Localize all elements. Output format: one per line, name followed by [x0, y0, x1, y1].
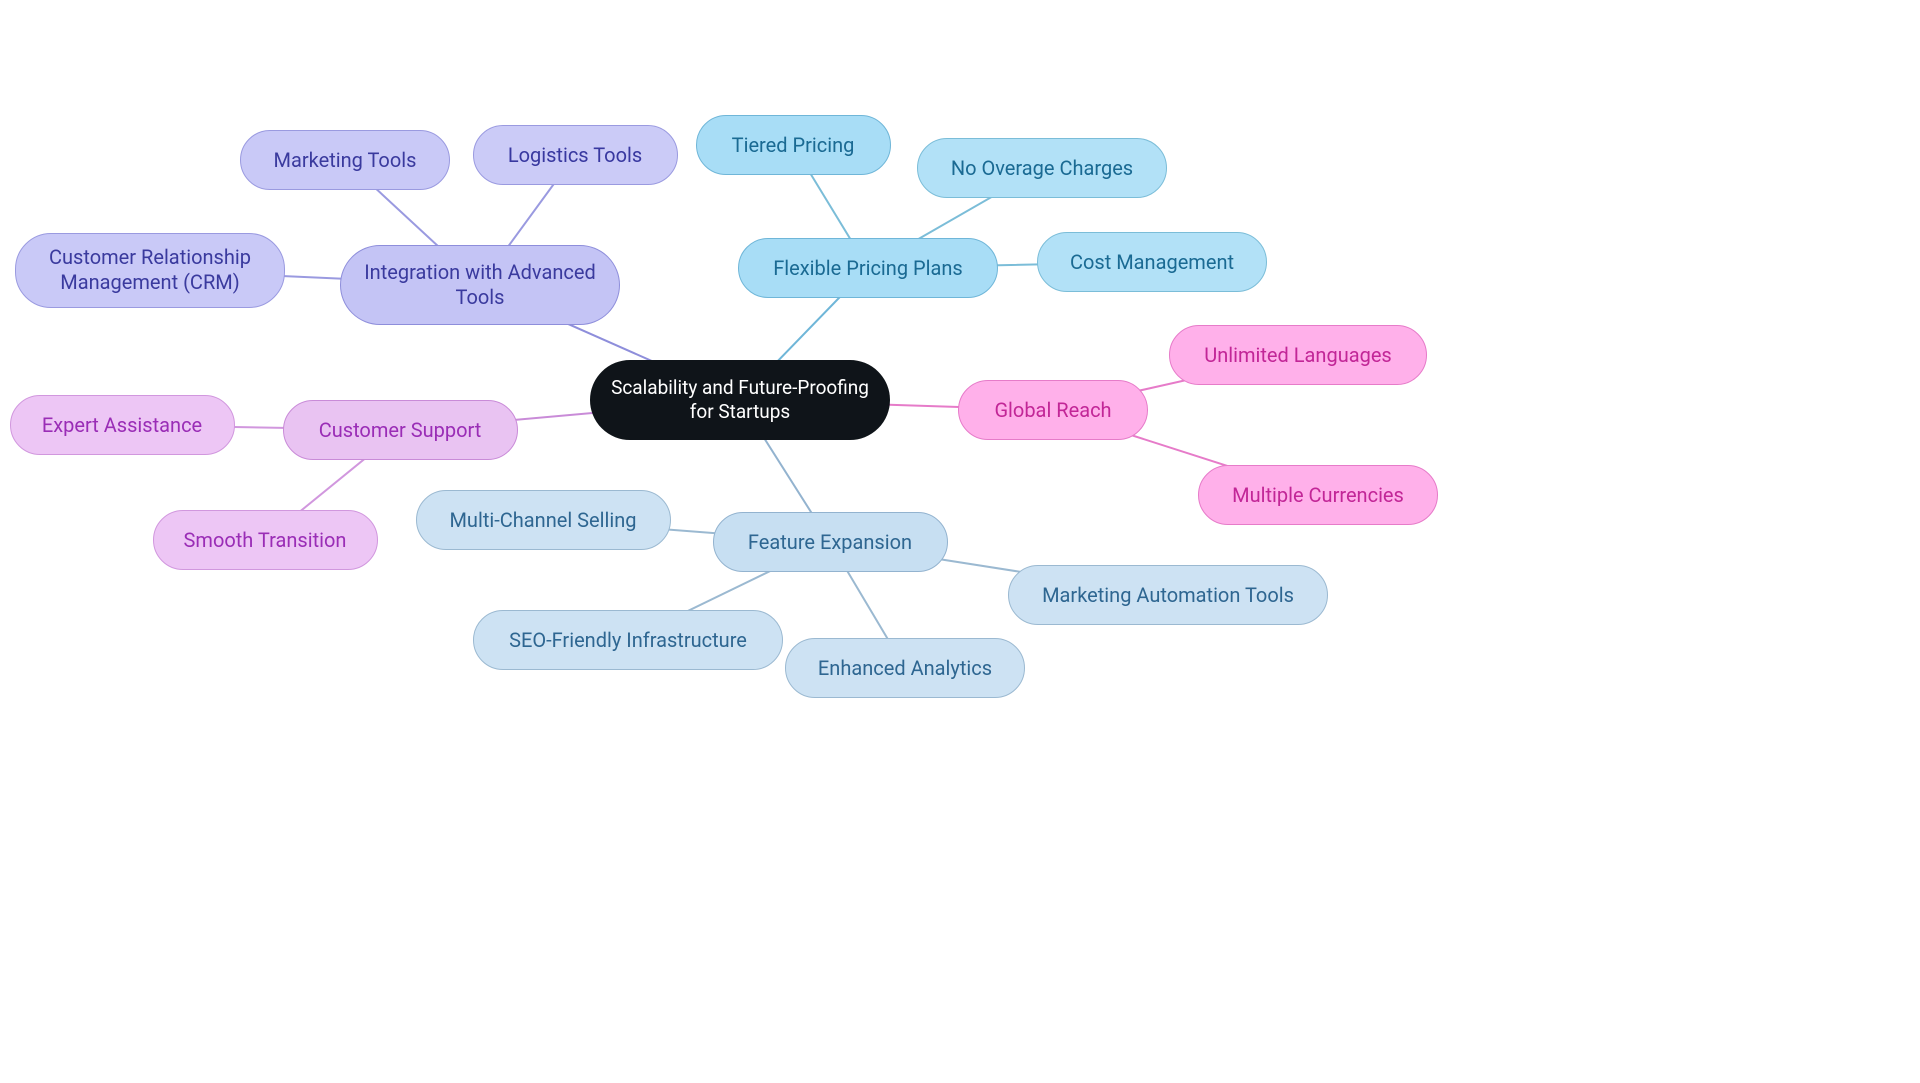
node-marketing-tools: Marketing Tools: [240, 130, 450, 190]
node-crm: Customer Relationship Management (CRM): [15, 233, 285, 308]
node-multi-channel: Multi-Channel Selling: [416, 490, 671, 550]
node-root: Scalability and Future-Proofing for Star…: [590, 360, 890, 440]
node-expert-assistance: Expert Assistance: [10, 395, 235, 455]
node-seo: SEO-Friendly Infrastructure: [473, 610, 783, 670]
node-customer-support: Customer Support: [283, 400, 518, 460]
node-unlimited-languages: Unlimited Languages: [1169, 325, 1427, 385]
node-logistics-tools: Logistics Tools: [473, 125, 678, 185]
node-integration: Integration with Advanced Tools: [340, 245, 620, 325]
node-feature-expansion: Feature Expansion: [713, 512, 948, 572]
node-multiple-currencies: Multiple Currencies: [1198, 465, 1438, 525]
node-global-reach: Global Reach: [958, 380, 1148, 440]
node-tiered-pricing: Tiered Pricing: [696, 115, 891, 175]
node-smooth-transition: Smooth Transition: [153, 510, 378, 570]
mindmap-canvas: Scalability and Future-Proofing for Star…: [0, 0, 1920, 1083]
node-enhanced-analytics: Enhanced Analytics: [785, 638, 1025, 698]
node-flexible-pricing: Flexible Pricing Plans: [738, 238, 998, 298]
node-marketing-automation: Marketing Automation Tools: [1008, 565, 1328, 625]
node-no-overage: No Overage Charges: [917, 138, 1167, 198]
node-cost-management: Cost Management: [1037, 232, 1267, 292]
